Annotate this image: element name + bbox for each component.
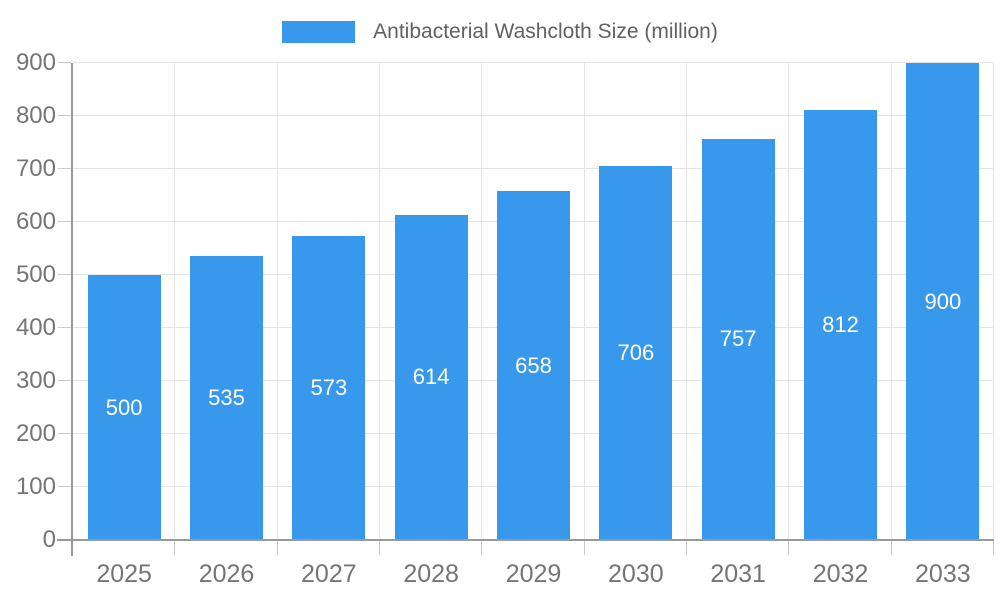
legend[interactable]: Antibacterial Washcloth Size (million): [0, 20, 1000, 44]
y-axis-label: 100: [15, 473, 56, 500]
bar-2033[interactable]: [906, 63, 980, 540]
bar-value-label: 900: [924, 288, 962, 314]
vertical-gridline: [174, 63, 176, 540]
y-axis-tick: [58, 221, 71, 222]
y-axis-label: 300: [15, 367, 56, 394]
y-axis-tick: [58, 486, 71, 487]
bar-value-label: 706: [617, 339, 655, 365]
x-axis-tick: [276, 541, 278, 555]
x-axis-tick: [993, 541, 994, 555]
bar-2028[interactable]: [394, 214, 468, 540]
y-axis-tick: [58, 433, 71, 434]
x-axis-label: 2032: [812, 560, 869, 588]
vertical-gridline: [788, 63, 790, 540]
x-axis-label: 2029: [505, 560, 562, 588]
bar-value-label: 812: [822, 311, 859, 337]
vertical-gridline: [890, 63, 892, 540]
x-axis-label: 2033: [915, 560, 971, 588]
bar-value-label: 535: [208, 385, 245, 411]
x-axis-tick: [583, 541, 585, 555]
y-axis-label: 700: [15, 155, 56, 182]
x-axis-label: 2027: [301, 560, 357, 588]
y-axis-tick: [58, 115, 71, 116]
y-axis-label: 600: [15, 208, 56, 235]
x-axis-tick: [481, 541, 483, 555]
vertical-gridline: [583, 63, 585, 540]
y-axis-tick: [58, 327, 71, 328]
y-axis-tick: [58, 62, 71, 63]
bar-value-label: 658: [515, 352, 552, 378]
bar-2032[interactable]: [804, 109, 877, 540]
vertical-gridline: [379, 63, 380, 540]
bar-value-label: 757: [719, 326, 757, 352]
x-axis-label: 2030: [608, 560, 664, 588]
horizontal-gridline: [73, 168, 994, 169]
plot-area: 500 535 573 614 658 706 757 812 900: [73, 62, 994, 540]
legend-label: Antibacterial Washcloth Size (million): [373, 20, 718, 43]
bar-value-label: 500: [105, 394, 143, 420]
y-axis-label: 900: [15, 49, 56, 76]
y-axis-label: 400: [15, 314, 56, 341]
y-axis-tick: [58, 168, 71, 169]
x-axis-tick: [379, 541, 380, 555]
y-axis-label: 0: [42, 526, 56, 553]
y-axis-tick: [58, 274, 71, 275]
y-axis-tick: [58, 380, 71, 381]
bar-value-label: 573: [310, 375, 348, 401]
x-axis-tick: [174, 541, 176, 555]
bar-value-label: 614: [412, 364, 450, 390]
bar-2027[interactable]: [292, 236, 366, 540]
x-axis-label: 2031: [710, 560, 766, 588]
horizontal-gridline: [73, 115, 994, 116]
x-axis-tick: [890, 541, 892, 555]
vertical-gridline: [993, 63, 994, 540]
bar-2025[interactable]: [87, 275, 161, 540]
x-axis-label: 2028: [403, 560, 459, 588]
x-axis-label: 2026: [198, 560, 255, 588]
bar-2029[interactable]: [497, 191, 570, 540]
x-axis-tick: [686, 541, 687, 555]
legend-swatch-icon: [282, 21, 356, 43]
y-axis-label: 200: [15, 420, 56, 447]
y-axis-label: 500: [15, 261, 56, 288]
vertical-gridline: [276, 63, 278, 540]
vertical-gridline: [686, 63, 687, 540]
bar-2030[interactable]: [599, 165, 673, 540]
bar-2031[interactable]: [701, 138, 775, 540]
bar-2026[interactable]: [190, 256, 263, 540]
x-axis-label: 2025: [96, 560, 152, 588]
x-axis-line: [57, 539, 994, 541]
y-axis-line: [71, 63, 73, 556]
horizontal-gridline: [73, 62, 994, 63]
y-axis-label: 800: [15, 102, 56, 129]
x-axis-tick: [788, 541, 790, 555]
vertical-gridline: [481, 63, 483, 540]
